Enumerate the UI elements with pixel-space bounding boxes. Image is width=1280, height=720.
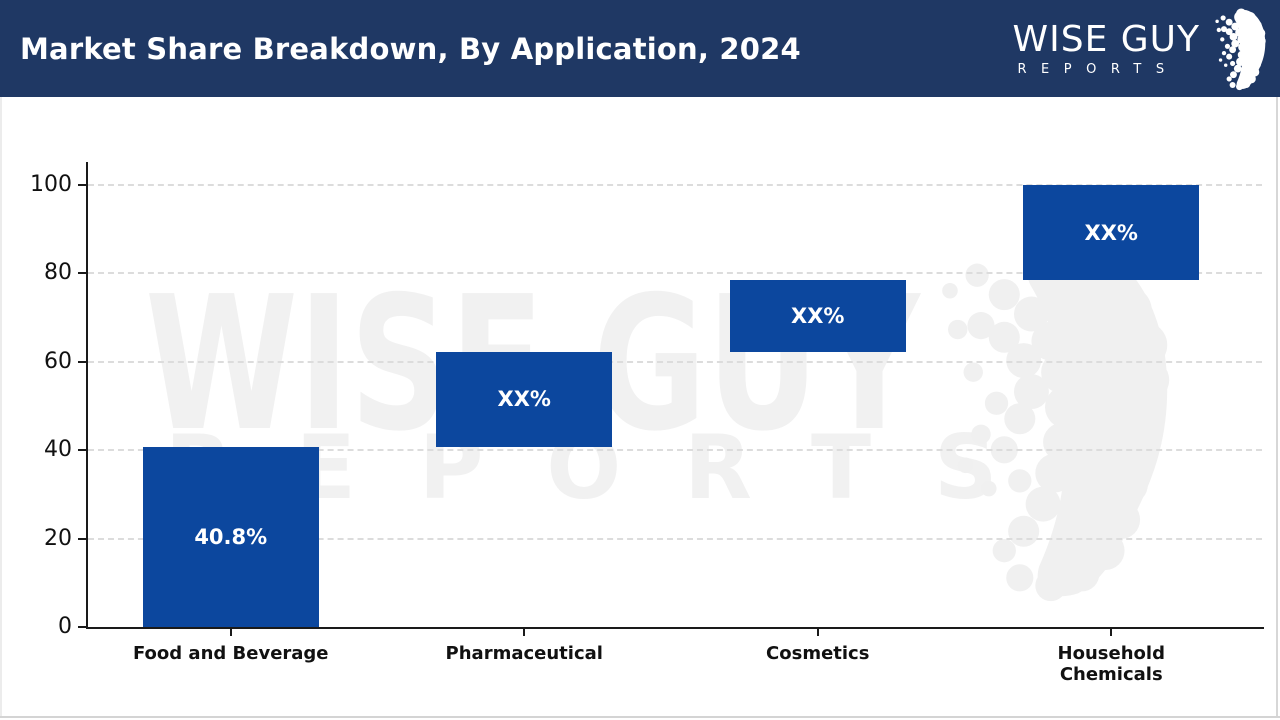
x-axis-tick xyxy=(523,629,526,636)
y-axis-tick xyxy=(78,184,86,186)
y-axis-line xyxy=(86,162,88,629)
y-axis-tick-label: 60 xyxy=(44,348,72,374)
x-axis-tick xyxy=(229,629,232,636)
y-axis-tick xyxy=(78,360,86,363)
y-axis-tick-label: 80 xyxy=(44,260,72,286)
y-axis-tick-label: 0 xyxy=(58,614,72,639)
bar-value-label: XX% xyxy=(497,387,551,412)
wiseguy-logo: WISE GUY REPORTS xyxy=(1012,7,1271,91)
wiseguy-face-icon xyxy=(1215,7,1266,90)
right-border xyxy=(1276,97,1278,718)
category-label: Cosmetics xyxy=(766,643,870,664)
bar xyxy=(1023,185,1200,281)
y-axis-tick xyxy=(78,449,86,452)
bar xyxy=(142,446,319,627)
x-axis-line xyxy=(86,627,1264,629)
bar xyxy=(436,352,613,447)
wiseguy-logo-text: WISE GUY REPORTS xyxy=(1012,19,1201,78)
waterfall-chart: 0 20 40 60 80 100 40.8% Food and Beverage XX% Pha… xyxy=(0,97,1280,718)
x-axis-tick xyxy=(816,629,819,636)
gridline xyxy=(88,360,1262,363)
y-axis-tick xyxy=(78,272,86,275)
y-axis-tick xyxy=(78,626,86,628)
y-axis-tick-label: 40 xyxy=(44,437,72,463)
bottom-divider xyxy=(0,716,1280,718)
category-label: Household Chemicals xyxy=(1057,643,1165,685)
category-label: Food and Beverage xyxy=(132,643,329,664)
bar xyxy=(729,280,906,353)
bar-value-label: 40.8% xyxy=(194,524,268,549)
gridline xyxy=(88,272,1262,275)
header-bar: Market Share Breakdown, By Application, … xyxy=(0,0,1280,97)
bar-value-label: XX% xyxy=(1084,220,1138,245)
y-axis-tick-label: 20 xyxy=(44,525,72,551)
chart-area: WISE GUY REPORTS 0 20 40 60 80 100 40.8% Food a… xyxy=(0,97,1280,718)
page-title: Market Share Breakdown, By Application, … xyxy=(20,31,801,66)
logo-wordmark: WISE GUY xyxy=(1012,19,1200,60)
gridline xyxy=(88,537,1262,540)
y-axis-tick xyxy=(78,537,86,540)
gridline xyxy=(88,449,1262,452)
bar-value-label: XX% xyxy=(791,304,845,329)
y-axis-tick-label: 100 xyxy=(30,172,72,197)
category-label: Pharmaceutical xyxy=(445,643,603,664)
gridline xyxy=(88,184,1262,186)
left-border xyxy=(0,97,2,718)
logo-subtext: REPORTS xyxy=(1017,62,1179,77)
x-axis-tick xyxy=(1110,629,1113,636)
